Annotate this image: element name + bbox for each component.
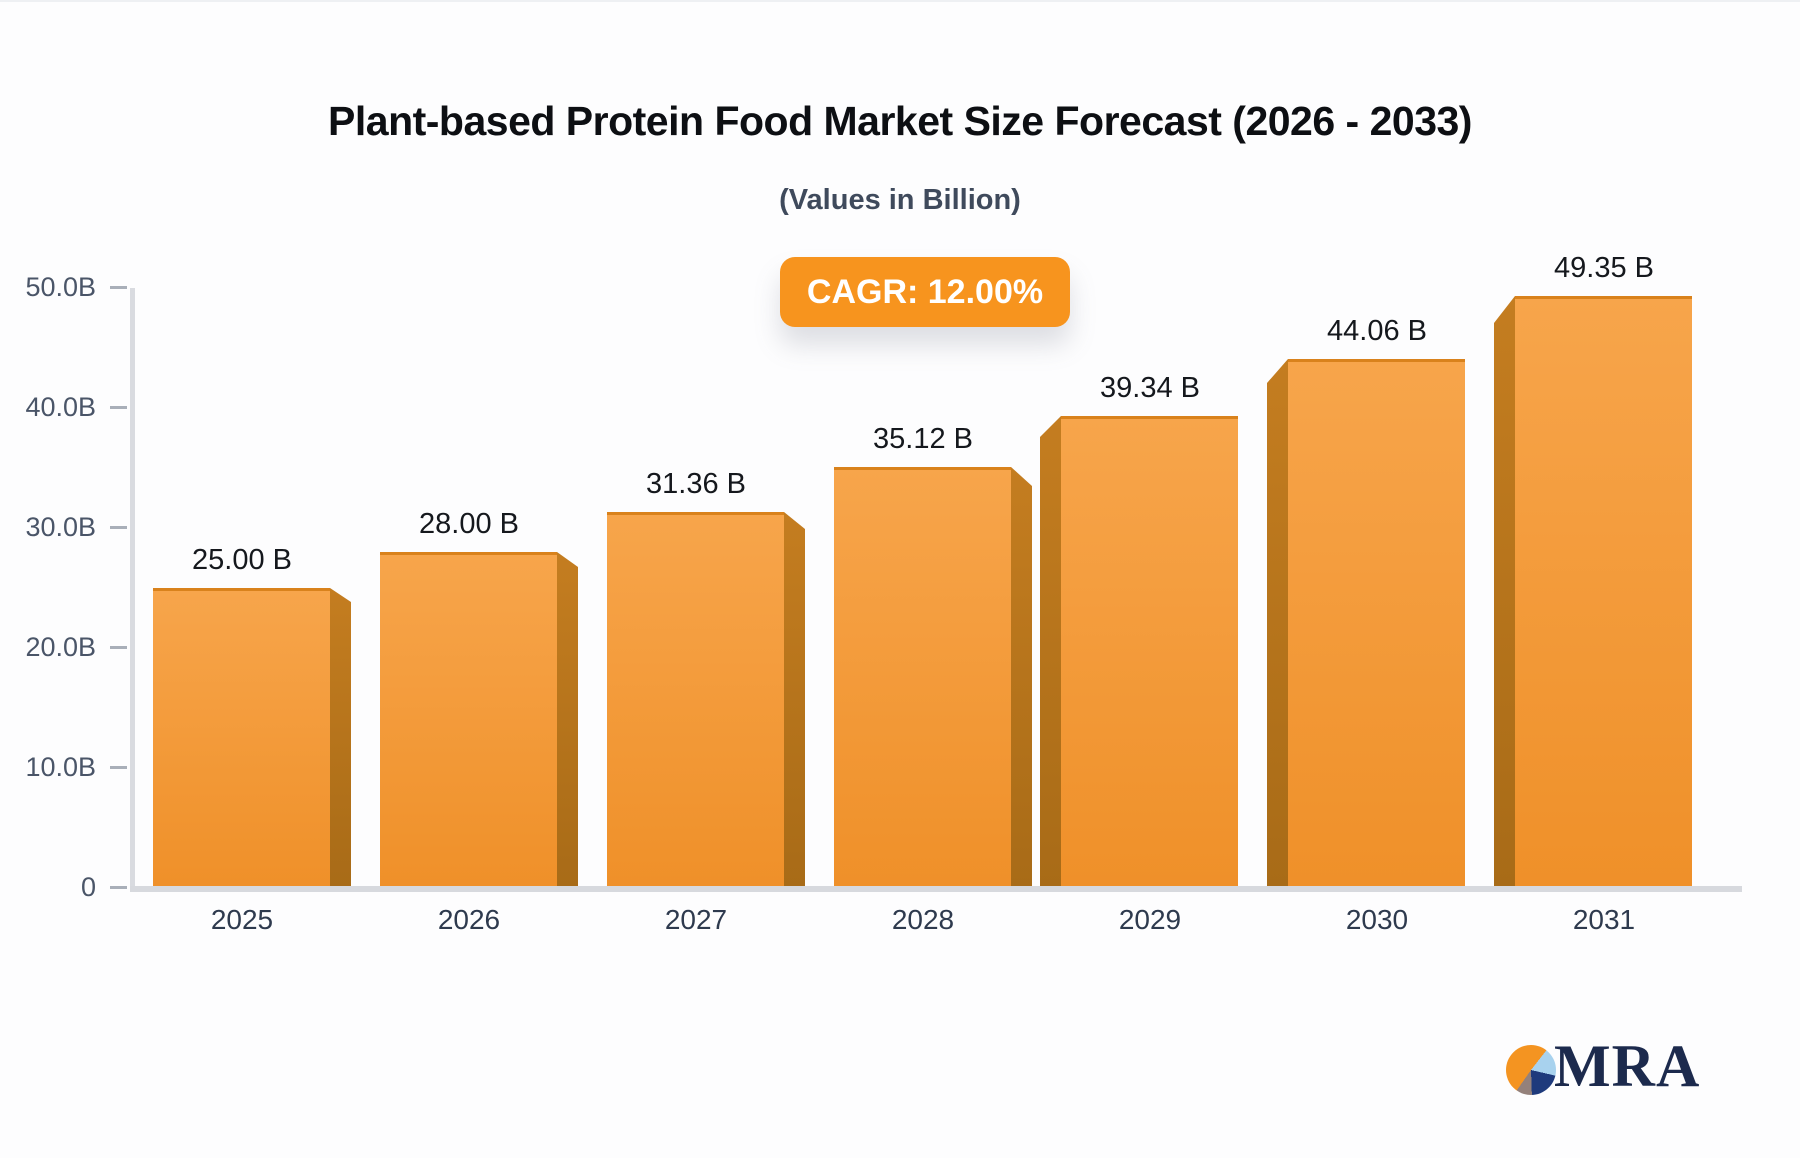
y-tick-mark: [110, 766, 127, 769]
bar-2030: [1288, 359, 1465, 888]
y-tick-mark: [110, 286, 127, 289]
bar-2031: [1515, 296, 1692, 888]
x-axis-label: 2027: [664, 904, 728, 935]
bar-2029: [1061, 416, 1238, 888]
y-tick-label: 20.0B: [25, 632, 96, 662]
bar-value-label: 31.36 B: [646, 468, 746, 500]
bar-value-label: 39.34 B: [1100, 372, 1200, 404]
bar-side-2031: [1494, 296, 1515, 888]
bar-side-2030: [1267, 359, 1288, 888]
x-axis-label: 2025: [210, 904, 274, 935]
y-tick-label: 10.0B: [25, 752, 96, 782]
bar-side-2028: [1011, 467, 1032, 888]
y-tick-mark: [110, 406, 127, 409]
bar-2027: [607, 512, 784, 888]
bar-side-2025: [330, 588, 351, 888]
x-axis-label: 2031: [1572, 904, 1636, 935]
bar-2028: [834, 467, 1011, 888]
chart-subtitle: (Values in Billion): [779, 184, 1021, 216]
y-tick-mark: [110, 886, 127, 889]
x-axis-label: 2028: [891, 904, 955, 935]
mra-logo: MRA: [1504, 1032, 1724, 1108]
y-tick-label: 50.0B: [25, 272, 96, 302]
bar-value-label: 44.06 B: [1327, 315, 1427, 347]
x-axis-label: 2029: [1118, 904, 1182, 935]
y-tick-label: 40.0B: [25, 392, 96, 422]
bar-value-label: 25.00 B: [192, 544, 292, 576]
cagr-badge-label: CAGR: 12.00%: [806, 272, 1044, 311]
bar-side-2027: [784, 512, 805, 888]
x-axis-label: 2030: [1345, 904, 1409, 935]
y-tick-mark: [110, 646, 127, 649]
x-axis-label: 2026: [437, 904, 501, 935]
y-tick-label: 0: [80, 872, 96, 902]
mra-logo-text: MRA: [1554, 1033, 1701, 1099]
bar-value-label: 28.00 B: [419, 508, 519, 540]
y-tick-label: 30.0B: [25, 512, 96, 542]
bar-value-label: 35.12 B: [873, 423, 973, 455]
bar-side-2029: [1040, 416, 1061, 888]
bar-side-2026: [557, 552, 578, 888]
chart-title: Plant-based Protein Food Market Size For…: [328, 98, 1472, 144]
y-axis-line: [130, 288, 135, 892]
bar-value-label: 49.35 B: [1554, 252, 1654, 284]
bar-2025: [153, 588, 330, 888]
y-tick-mark: [110, 526, 127, 529]
cagr-badge: CAGR: 12.00%: [780, 257, 1070, 327]
bar-2026: [380, 552, 557, 888]
pie-chart-logo-icon: [1506, 1045, 1556, 1095]
x-axis-line: [130, 886, 1742, 892]
